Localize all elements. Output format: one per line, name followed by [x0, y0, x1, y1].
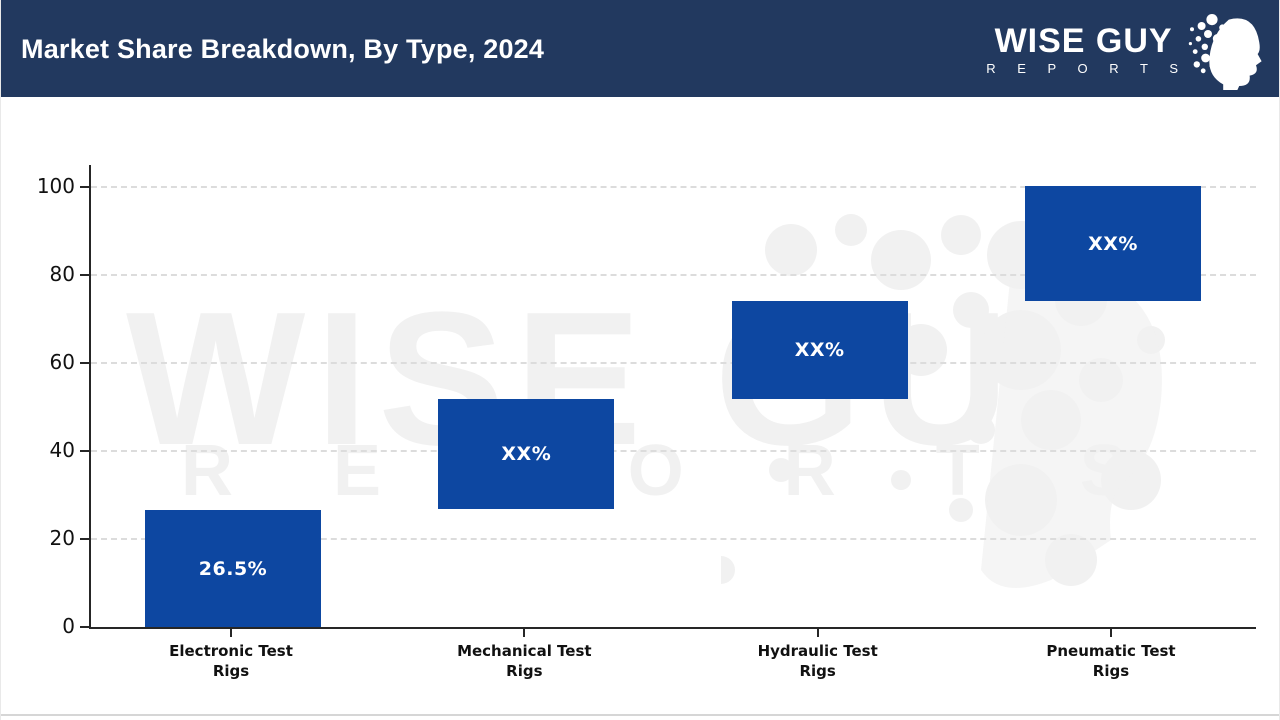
- ytick-label-20: 20: [49, 526, 75, 550]
- gridline-60: [91, 362, 1256, 364]
- brand-name: WISE GUY: [994, 22, 1173, 60]
- watermark-reports: R E P O R T S: [181, 431, 1168, 511]
- xtick-label-hydraulic-test-rigs: Hydraulic Test Rigs: [757, 642, 878, 680]
- ytick-label-0: 0: [62, 614, 75, 638]
- bar-value-label: XX%: [794, 339, 845, 362]
- bar-value-label: XX%: [1088, 232, 1138, 255]
- brand-wordmark: WISE GUY R E P O R T S: [980, 23, 1187, 77]
- bar-pneumatic-test-rigs: XX%: [1024, 186, 1201, 301]
- gridline-80: [91, 274, 1256, 276]
- ytick-mark-0: [80, 626, 89, 628]
- ytick-mark-40: [80, 450, 89, 452]
- bar-value-label: XX%: [501, 443, 552, 466]
- header-bar: Market Share Breakdown, By Type, 2024 WI…: [1, 0, 1279, 97]
- xtick-label-pneumatic-test-rigs: Pneumatic Test Rigs: [1046, 642, 1176, 680]
- xtick-mark-2: [816, 629, 819, 637]
- xtick-label-electronic-test-rigs: Electronic Test Rigs: [169, 642, 293, 680]
- xtick-mark-0: [230, 629, 232, 637]
- ytick-mark-100: [80, 186, 89, 188]
- bar-hydraulic-test-rigs: XX%: [731, 300, 908, 400]
- xtick-label-mechanical-test-rigs: Mechanical Test Rigs: [457, 642, 592, 680]
- gridline-100: [91, 186, 1256, 188]
- xtick-mark-1: [523, 629, 526, 637]
- ytick-label-60: 60: [49, 350, 75, 374]
- ytick-mark-20: [80, 538, 89, 540]
- ytick-label-40: 40: [49, 438, 75, 462]
- ytick-mark-80: [80, 274, 89, 276]
- brand-logo: WISE GUY R E P O R T S: [980, 10, 1267, 90]
- ytick-mark-60: [80, 362, 89, 364]
- bar-mechanical-test-rigs: XX%: [438, 399, 615, 510]
- brand-subname: R E P O R T S: [986, 61, 1187, 76]
- gridline-40: [91, 450, 1256, 452]
- bottom-divider: [1, 714, 1279, 716]
- page-title: Market Share Breakdown, By Type, 2024: [21, 34, 545, 64]
- brand-head-icon: [1188, 14, 1262, 90]
- gridline-20: [91, 538, 1256, 540]
- ytick-label-100: 100: [36, 174, 75, 198]
- xtick-mark-3: [1109, 629, 1112, 637]
- bar-electronic-test-rigs: 26.5%: [145, 510, 321, 627]
- plot-area: 26.5% XX% XX% XX%: [89, 165, 1256, 629]
- bar-value-label: 26.5%: [198, 557, 268, 580]
- ytick-label-80: 80: [49, 262, 75, 286]
